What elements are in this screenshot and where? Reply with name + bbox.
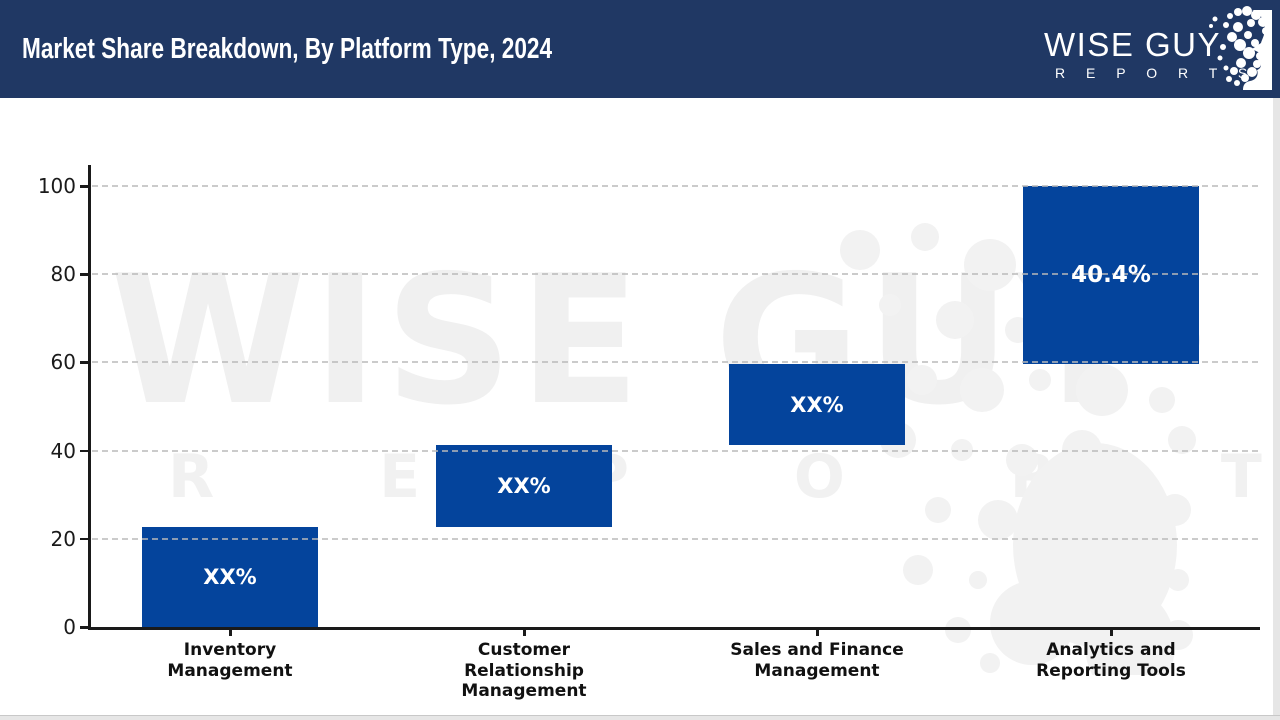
header-bar: Market Share Breakdown, By Platform Type…: [0, 0, 1280, 98]
y-axis-tick: [80, 449, 89, 453]
bar-segment: [142, 526, 318, 627]
logo-head-dots-icon: [1209, 6, 1272, 90]
y-axis-line: [88, 165, 91, 629]
bottom-edge-strip: [0, 715, 1280, 720]
x-axis-category-label: Sales and Finance Management: [730, 640, 904, 681]
y-axis-tick: [80, 626, 89, 629]
bar-value-label: XX%: [497, 473, 551, 498]
x-axis-tick: [816, 629, 819, 636]
x-axis-tick: [229, 629, 232, 636]
gridline: [92, 273, 1258, 276]
y-axis-tick: [80, 361, 89, 364]
page-title: Market Share Breakdown, By Platform Type…: [22, 33, 553, 65]
x-axis-category-label: Inventory Management: [167, 640, 293, 681]
bar-segment: [436, 444, 612, 527]
x-axis-tick: [523, 629, 526, 636]
y-axis-tick: [80, 273, 89, 276]
y-axis-tick-label: 40: [50, 438, 76, 463]
bar-segment: [729, 364, 905, 445]
gridline: [92, 361, 1258, 364]
gridline: [92, 185, 1258, 187]
y-axis-tick-label: 20: [50, 526, 76, 551]
logo-subtext: R E P O R T S: [1055, 65, 1256, 81]
x-axis-line: [88, 627, 1260, 630]
logo-face-silhouette-icon: [1243, 10, 1272, 90]
gridline: [92, 537, 1258, 540]
y-axis-tick-label: 80: [50, 262, 76, 287]
y-axis-tick: [80, 185, 89, 188]
x-axis-category-label: Analytics and Reporting Tools: [1036, 640, 1186, 681]
y-axis-tick-label: 60: [50, 350, 76, 375]
wiseguy-reports-logo: WISE GUY R E P O R T S: [1044, 6, 1272, 90]
y-axis-tick-label: 0: [63, 615, 76, 639]
x-axis-category-label: Customer Relationship Management: [461, 640, 587, 701]
gridline: [92, 449, 1258, 452]
y-axis-tick-label: 100: [37, 174, 76, 198]
logo-wordmark: WISE GUY: [1044, 26, 1221, 63]
bar-value-label: XX%: [203, 564, 257, 589]
y-axis-tick: [80, 537, 89, 541]
bar-value-label: XX%: [790, 392, 844, 417]
x-axis-tick: [1110, 629, 1113, 636]
right-edge-strip: [1273, 98, 1280, 720]
bar-value-label: 40.4%: [1071, 262, 1151, 289]
